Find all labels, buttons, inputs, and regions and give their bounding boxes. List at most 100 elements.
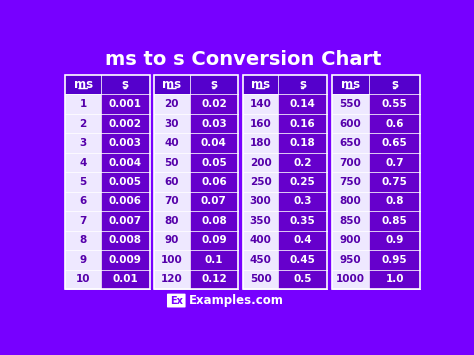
Text: 0.09: 0.09 (201, 235, 227, 245)
Bar (190, 231, 238, 250)
Bar (101, 133, 149, 153)
Text: 2: 2 (80, 119, 87, 129)
Text: 0.002: 0.002 (109, 119, 142, 129)
Text: 0.007: 0.007 (109, 216, 142, 226)
Text: 1: 1 (80, 99, 87, 109)
Bar (65, 133, 101, 153)
Bar (332, 133, 369, 153)
Text: 0.08: 0.08 (201, 216, 227, 226)
Text: 0.7: 0.7 (385, 158, 404, 168)
Text: 0.03: 0.03 (201, 119, 227, 129)
Bar (278, 94, 327, 114)
Bar (243, 153, 278, 172)
Text: 0.16: 0.16 (290, 119, 316, 129)
Text: s: s (210, 78, 218, 91)
Bar (369, 231, 420, 250)
FancyBboxPatch shape (167, 294, 186, 307)
Bar (190, 75, 238, 94)
Text: 0.004: 0.004 (109, 158, 142, 168)
Text: 90: 90 (164, 235, 179, 245)
Text: 0.95: 0.95 (382, 255, 408, 265)
Bar (332, 211, 369, 231)
Bar (278, 211, 327, 231)
Text: 650: 650 (339, 138, 361, 148)
Bar (154, 211, 190, 231)
Text: 300: 300 (250, 196, 272, 206)
Bar (154, 94, 190, 114)
Text: 0.45: 0.45 (290, 255, 316, 265)
Bar (332, 231, 369, 250)
Text: 800: 800 (339, 196, 361, 206)
Text: 0.4: 0.4 (293, 235, 312, 245)
Text: 0.85: 0.85 (382, 216, 408, 226)
Text: 50: 50 (164, 158, 179, 168)
Bar (154, 75, 238, 289)
Bar (369, 114, 420, 133)
Text: 0.009: 0.009 (109, 255, 142, 265)
Text: ms: ms (341, 78, 360, 91)
Text: 120: 120 (161, 274, 182, 284)
Bar (243, 172, 278, 192)
Text: 0.04: 0.04 (201, 138, 227, 148)
Text: 0.005: 0.005 (109, 177, 142, 187)
Text: 0.18: 0.18 (290, 138, 316, 148)
Text: 0.35: 0.35 (290, 216, 316, 226)
Bar (190, 94, 238, 114)
Bar (243, 192, 278, 211)
Bar (369, 211, 420, 231)
Bar (243, 114, 278, 133)
Bar (154, 153, 190, 172)
Text: 0.14: 0.14 (290, 99, 316, 109)
Bar (332, 94, 369, 114)
Bar (332, 114, 369, 133)
Bar (332, 75, 420, 289)
Bar (369, 75, 420, 94)
Text: 7: 7 (80, 216, 87, 226)
Bar (369, 172, 420, 192)
Bar (190, 172, 238, 192)
Bar (332, 192, 369, 211)
Text: 160: 160 (250, 119, 272, 129)
Bar (65, 250, 101, 269)
Text: 450: 450 (250, 255, 272, 265)
Text: 0.9: 0.9 (385, 235, 404, 245)
Bar (101, 172, 149, 192)
Bar (101, 250, 149, 269)
Bar (369, 250, 420, 269)
Bar (154, 133, 190, 153)
Text: ms to s Conversion Chart: ms to s Conversion Chart (105, 50, 381, 69)
Bar (101, 94, 149, 114)
Bar (278, 231, 327, 250)
Bar (243, 75, 327, 289)
Text: 70: 70 (164, 196, 179, 206)
Text: 140: 140 (250, 99, 272, 109)
Text: 0.55: 0.55 (382, 99, 408, 109)
Bar (278, 192, 327, 211)
Text: 0.05: 0.05 (201, 158, 227, 168)
Text: 20: 20 (164, 99, 179, 109)
Text: 0.3: 0.3 (293, 196, 312, 206)
Bar (369, 192, 420, 211)
Text: 40: 40 (164, 138, 179, 148)
Bar (278, 75, 327, 94)
Bar (65, 153, 101, 172)
Text: 180: 180 (250, 138, 272, 148)
Text: 250: 250 (250, 177, 272, 187)
Text: 600: 600 (339, 119, 361, 129)
Bar (65, 114, 101, 133)
Text: 0.2: 0.2 (293, 158, 312, 168)
Text: Ex: Ex (170, 296, 182, 306)
Text: 700: 700 (339, 158, 361, 168)
Text: 400: 400 (250, 235, 272, 245)
Text: s: s (122, 78, 128, 91)
Text: 4: 4 (80, 158, 87, 168)
Bar (190, 269, 238, 289)
Bar (190, 133, 238, 153)
Text: 1.0: 1.0 (385, 274, 404, 284)
Text: 0.06: 0.06 (201, 177, 227, 187)
Bar (101, 192, 149, 211)
Bar (332, 269, 369, 289)
Text: 8: 8 (80, 235, 87, 245)
Bar (243, 94, 278, 114)
Bar (243, 231, 278, 250)
